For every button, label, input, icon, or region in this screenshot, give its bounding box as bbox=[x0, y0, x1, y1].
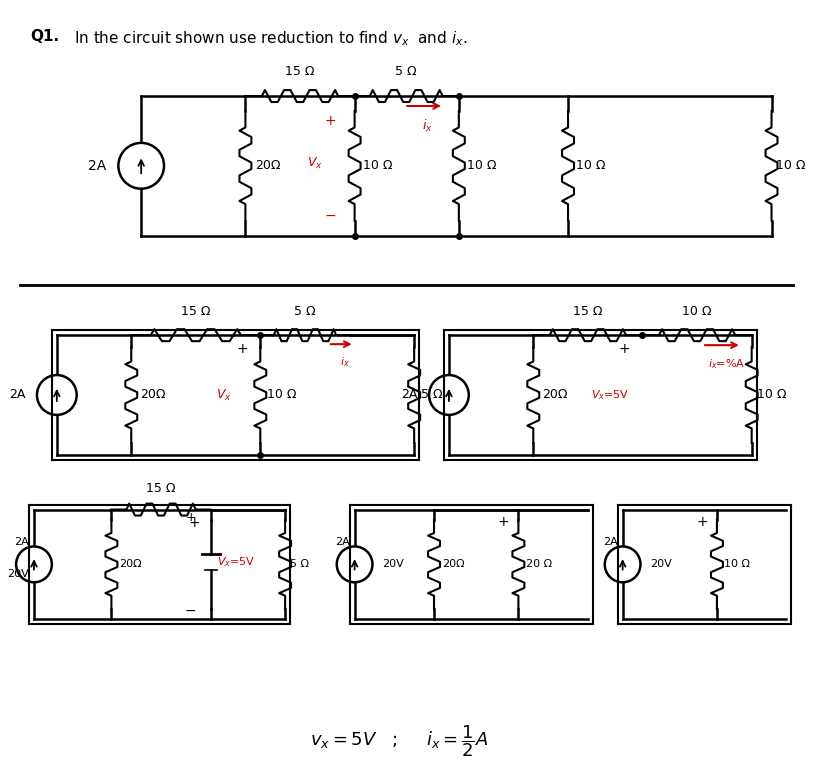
Text: 20Ω: 20Ω bbox=[140, 389, 165, 401]
Text: 2A: 2A bbox=[15, 538, 29, 547]
Text: 2A: 2A bbox=[603, 538, 618, 547]
Text: 10 Ω: 10 Ω bbox=[467, 159, 496, 172]
Text: 5 Ω: 5 Ω bbox=[290, 559, 309, 570]
Text: +: + bbox=[189, 515, 200, 529]
Text: 5 Ω: 5 Ω bbox=[294, 305, 315, 318]
Text: 10 Ω: 10 Ω bbox=[756, 389, 786, 401]
Text: $i_x$: $i_x$ bbox=[340, 355, 350, 369]
Text: 10 Ω: 10 Ω bbox=[777, 159, 806, 172]
Text: $v_x = 5V$   ;     $i_x = \dfrac{1}{2}A$: $v_x = 5V$ ; $i_x = \dfrac{1}{2}A$ bbox=[311, 723, 488, 759]
Text: 10 Ω: 10 Ω bbox=[363, 159, 392, 172]
Text: 15 Ω: 15 Ω bbox=[285, 65, 315, 78]
Text: 20 Ω: 20 Ω bbox=[526, 559, 553, 570]
Text: +: + bbox=[186, 511, 196, 524]
Text: +: + bbox=[696, 514, 708, 528]
Text: +: + bbox=[236, 342, 249, 356]
Text: 15 Ω: 15 Ω bbox=[181, 305, 210, 318]
Text: 2A: 2A bbox=[88, 159, 107, 173]
Text: 2A: 2A bbox=[401, 389, 417, 401]
Text: 10 Ω: 10 Ω bbox=[682, 305, 711, 318]
Text: −: − bbox=[325, 209, 337, 223]
Text: In the circuit shown use reduction to find $v_x$  and $i_x$.: In the circuit shown use reduction to fi… bbox=[73, 29, 467, 48]
Text: 20Ω: 20Ω bbox=[442, 559, 465, 570]
Text: 20V: 20V bbox=[382, 559, 404, 570]
Text: $V_x$=5V: $V_x$=5V bbox=[591, 388, 629, 402]
Text: $i_x$=%A: $i_x$=%A bbox=[708, 357, 746, 371]
Text: 20Ω: 20Ω bbox=[542, 389, 568, 401]
Text: $V_x$=5V: $V_x$=5V bbox=[217, 556, 255, 570]
Text: 2A: 2A bbox=[335, 538, 350, 547]
Text: 20V: 20V bbox=[7, 570, 29, 580]
Text: 10 Ω: 10 Ω bbox=[267, 389, 297, 401]
Text: $i_x$: $i_x$ bbox=[421, 118, 433, 134]
Text: $V_x$: $V_x$ bbox=[307, 156, 323, 171]
Text: 20Ω: 20Ω bbox=[119, 559, 142, 570]
Text: 10 Ω: 10 Ω bbox=[576, 159, 606, 172]
Text: Q1.: Q1. bbox=[30, 29, 59, 44]
Text: +: + bbox=[498, 514, 509, 528]
Text: 5 Ω: 5 Ω bbox=[421, 389, 443, 401]
Text: −: − bbox=[185, 605, 196, 618]
Text: 20V: 20V bbox=[650, 559, 672, 570]
Text: 20Ω: 20Ω bbox=[255, 159, 281, 172]
Text: 2A: 2A bbox=[9, 389, 25, 401]
Text: $V_x$: $V_x$ bbox=[216, 387, 231, 403]
Text: 15 Ω: 15 Ω bbox=[146, 482, 176, 494]
Text: 5 Ω: 5 Ω bbox=[395, 65, 417, 78]
Text: +: + bbox=[619, 342, 631, 356]
Text: +: + bbox=[325, 114, 337, 128]
Text: 10 Ω: 10 Ω bbox=[724, 559, 750, 570]
Text: 15 Ω: 15 Ω bbox=[573, 305, 602, 318]
